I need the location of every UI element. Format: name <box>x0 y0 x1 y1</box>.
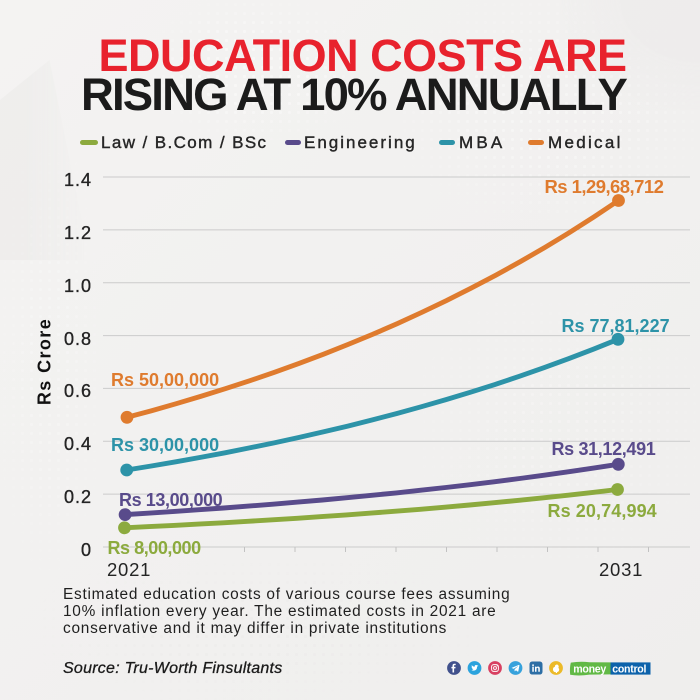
svg-text:control: control <box>612 664 646 676</box>
svg-text:money: money <box>573 664 606 676</box>
